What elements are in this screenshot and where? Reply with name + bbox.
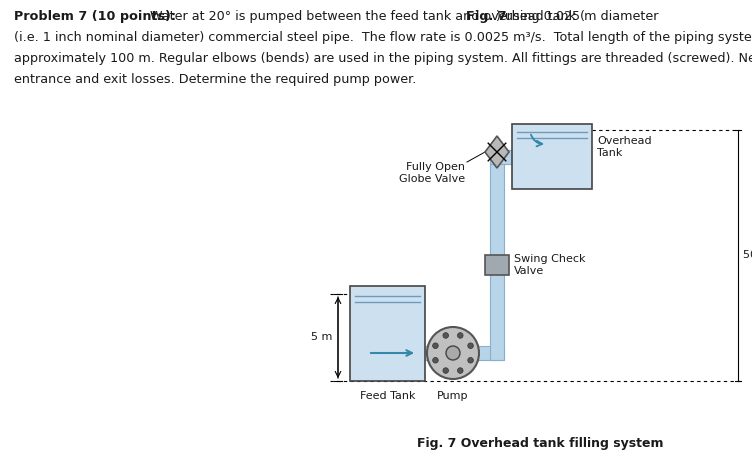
Circle shape bbox=[468, 358, 473, 363]
Polygon shape bbox=[485, 136, 509, 168]
Text: entrance and exit losses. Determine the required pump power.: entrance and exit losses. Determine the … bbox=[14, 73, 417, 86]
Circle shape bbox=[432, 343, 438, 348]
Text: approximately 100 m. Regular elbows (bends) are used in the piping system. All f: approximately 100 m. Regular elbows (ben… bbox=[14, 52, 752, 65]
Circle shape bbox=[443, 333, 448, 338]
Circle shape bbox=[427, 327, 479, 379]
Text: Water at 20° is pumped between the feed tank and overhead tank (: Water at 20° is pumped between the feed … bbox=[146, 10, 585, 23]
Bar bbox=[474, 346, 504, 360]
Bar bbox=[350, 286, 425, 381]
Text: Fully Open
Globe Valve: Fully Open Globe Valve bbox=[399, 162, 465, 184]
Text: 50 m: 50 m bbox=[743, 251, 752, 261]
Text: Fig. 7: Fig. 7 bbox=[466, 10, 507, 23]
Circle shape bbox=[468, 343, 473, 348]
Text: 5 m: 5 m bbox=[311, 332, 332, 342]
Text: Swing Check
Valve: Swing Check Valve bbox=[514, 254, 586, 276]
Bar bbox=[512, 124, 592, 189]
Bar bbox=[490, 150, 504, 360]
Circle shape bbox=[432, 358, 438, 363]
Circle shape bbox=[443, 368, 448, 373]
Bar bbox=[485, 255, 509, 275]
Circle shape bbox=[457, 368, 463, 373]
Text: Overhead
Tank: Overhead Tank bbox=[597, 136, 652, 157]
Bar bbox=[355, 346, 479, 360]
Text: Pump: Pump bbox=[437, 391, 468, 401]
Text: (i.e. 1 inch nominal diameter) commercial steel pipe.  The flow rate is 0.0025 m: (i.e. 1 inch nominal diameter) commercia… bbox=[14, 31, 752, 44]
Text: Fig. 7 Overhead tank filling system: Fig. 7 Overhead tank filling system bbox=[417, 437, 663, 450]
Bar bbox=[490, 150, 527, 164]
Circle shape bbox=[457, 333, 463, 338]
Text: ) using 0.025 m diameter: ) using 0.025 m diameter bbox=[496, 10, 659, 23]
Text: Feed Tank: Feed Tank bbox=[359, 391, 415, 401]
Text: Problem 7 (10 points):: Problem 7 (10 points): bbox=[14, 10, 176, 23]
Circle shape bbox=[446, 346, 460, 360]
